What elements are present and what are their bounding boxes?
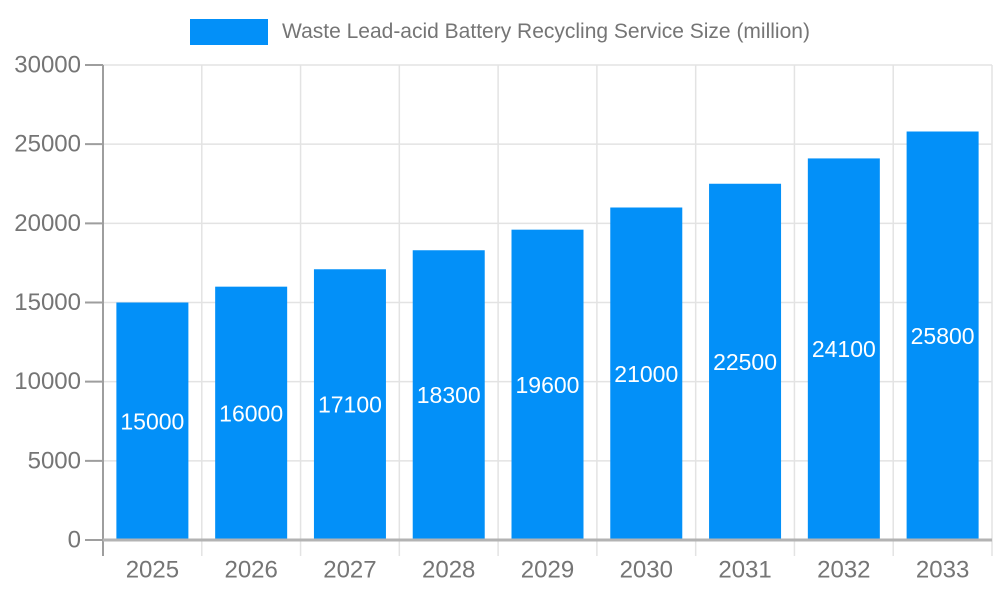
y-axis-tick-label: 20000 xyxy=(14,210,81,237)
legend-swatch[interactable] xyxy=(190,19,269,45)
bar-2033[interactable] xyxy=(906,131,979,541)
bar-2028[interactable] xyxy=(412,250,485,540)
bar-value-label: 17100 xyxy=(318,392,382,418)
legend-label[interactable]: Waste Lead-acid Battery Recycling Servic… xyxy=(282,20,810,43)
x-axis-tick-label: 2031 xyxy=(718,557,771,584)
bar-value-label: 22500 xyxy=(713,349,777,375)
bar-2031[interactable] xyxy=(709,183,782,540)
y-axis-tick-label: 15000 xyxy=(14,289,81,316)
bar-2026[interactable] xyxy=(215,286,288,540)
bar-2032[interactable] xyxy=(807,158,880,540)
x-axis-tick-label: 2032 xyxy=(817,557,870,584)
y-axis-tick-label: 10000 xyxy=(14,368,81,395)
x-axis-tick-label: 2030 xyxy=(620,557,673,584)
bar-2025[interactable] xyxy=(116,302,189,541)
bar-value-label: 24100 xyxy=(812,336,876,362)
bar-value-label: 16000 xyxy=(219,400,283,426)
bar-value-label: 25800 xyxy=(911,323,975,349)
bar-value-label: 15000 xyxy=(120,408,184,434)
bar-2029[interactable] xyxy=(511,229,584,540)
bar-value-label: 21000 xyxy=(614,361,678,387)
x-axis-tick-label: 2033 xyxy=(916,557,969,584)
legend: Waste Lead-acid Battery Recycling Servic… xyxy=(0,19,1000,45)
bar-2027[interactable] xyxy=(313,269,386,540)
y-axis-tick-label: 30000 xyxy=(14,52,81,79)
y-axis-tick-label: 25000 xyxy=(14,131,81,158)
y-axis-tick-label: 0 xyxy=(68,527,81,554)
x-axis-tick-label: 2028 xyxy=(422,557,475,584)
x-axis-tick-label: 2029 xyxy=(521,557,574,584)
x-axis-tick-label: 2026 xyxy=(224,557,277,584)
x-axis-tick-label: 2027 xyxy=(323,557,376,584)
bar-value-label: 19600 xyxy=(516,372,580,398)
x-axis-tick-label: 2025 xyxy=(126,557,179,584)
bar-2030[interactable] xyxy=(610,207,683,541)
bar-value-label: 18300 xyxy=(417,382,481,408)
y-axis-tick-label: 5000 xyxy=(28,447,81,474)
